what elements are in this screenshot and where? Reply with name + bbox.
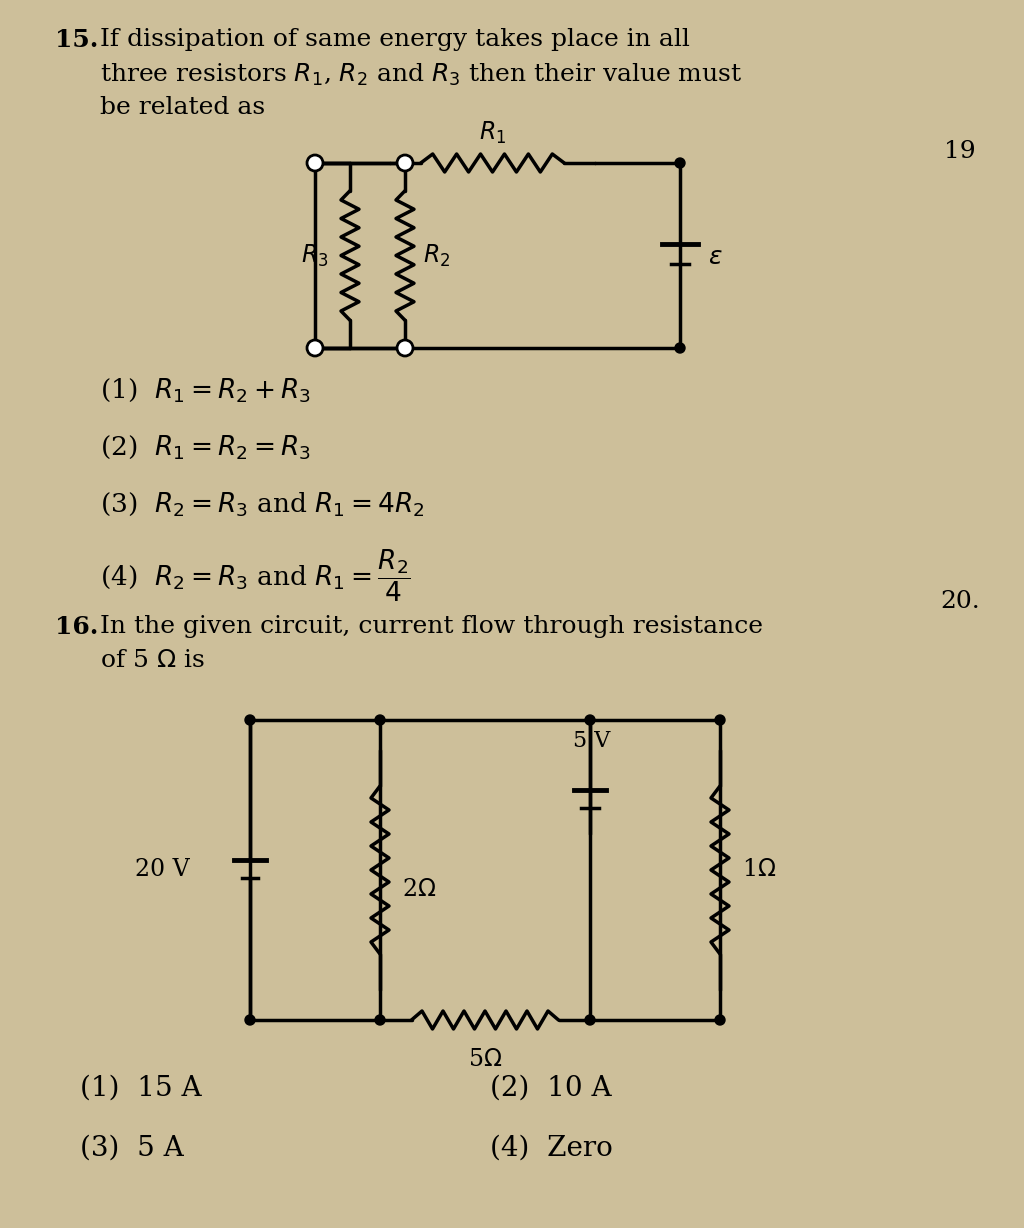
Text: $\varepsilon$: $\varepsilon$ bbox=[708, 246, 723, 269]
Text: (2)  10 A: (2) 10 A bbox=[490, 1074, 611, 1102]
Circle shape bbox=[585, 715, 595, 725]
Circle shape bbox=[375, 715, 385, 725]
Circle shape bbox=[675, 158, 685, 168]
Text: In the given circuit, current flow through resistance: In the given circuit, current flow throu… bbox=[100, 615, 763, 639]
Text: 15.: 15. bbox=[55, 28, 98, 52]
Text: be related as: be related as bbox=[100, 96, 265, 119]
Text: 19: 19 bbox=[944, 140, 976, 163]
Circle shape bbox=[715, 715, 725, 725]
Circle shape bbox=[715, 1016, 725, 1025]
Text: 5$\Omega$: 5$\Omega$ bbox=[468, 1047, 502, 1071]
Text: 20 V: 20 V bbox=[135, 858, 190, 882]
Circle shape bbox=[307, 155, 323, 171]
Text: (4)  Zero: (4) Zero bbox=[490, 1135, 612, 1162]
Circle shape bbox=[585, 1016, 595, 1025]
Text: (3)  $R_2 = R_3$ and $R_1 = 4R_2$: (3) $R_2 = R_3$ and $R_1 = 4R_2$ bbox=[100, 490, 425, 518]
Text: 1$\Omega$: 1$\Omega$ bbox=[742, 858, 776, 882]
Text: 2$\Omega$: 2$\Omega$ bbox=[402, 878, 436, 901]
Text: 16.: 16. bbox=[55, 615, 98, 639]
Circle shape bbox=[307, 340, 323, 356]
Circle shape bbox=[675, 343, 685, 352]
Circle shape bbox=[397, 155, 413, 171]
Circle shape bbox=[397, 340, 413, 356]
Text: $R_2$: $R_2$ bbox=[423, 242, 451, 269]
Text: $R_3$: $R_3$ bbox=[301, 242, 329, 269]
Text: If dissipation of same energy takes place in all: If dissipation of same energy takes plac… bbox=[100, 28, 690, 52]
Text: 5 V: 5 V bbox=[573, 729, 610, 752]
Text: (1)  15 A: (1) 15 A bbox=[80, 1074, 202, 1102]
Text: (3)  5 A: (3) 5 A bbox=[80, 1135, 183, 1162]
Text: 20.: 20. bbox=[940, 589, 980, 613]
Circle shape bbox=[245, 1016, 255, 1025]
Circle shape bbox=[245, 715, 255, 725]
Text: (4)  $R_2 = R_3$ and $R_1 = \dfrac{R_2}{4}$: (4) $R_2 = R_3$ and $R_1 = \dfrac{R_2}{4… bbox=[100, 546, 411, 604]
Text: of 5 $\Omega$ is: of 5 $\Omega$ is bbox=[100, 650, 205, 672]
Text: (1)  $R_1 = R_2 + R_3$: (1) $R_1 = R_2 + R_3$ bbox=[100, 376, 311, 404]
Text: $R_1$: $R_1$ bbox=[479, 120, 506, 146]
Circle shape bbox=[375, 1016, 385, 1025]
Text: (2)  $R_1 = R_2 = R_3$: (2) $R_1 = R_2 = R_3$ bbox=[100, 433, 311, 460]
Text: three resistors $R_1$, $R_2$ and $R_3$ then their value must: three resistors $R_1$, $R_2$ and $R_3$ t… bbox=[100, 61, 742, 88]
